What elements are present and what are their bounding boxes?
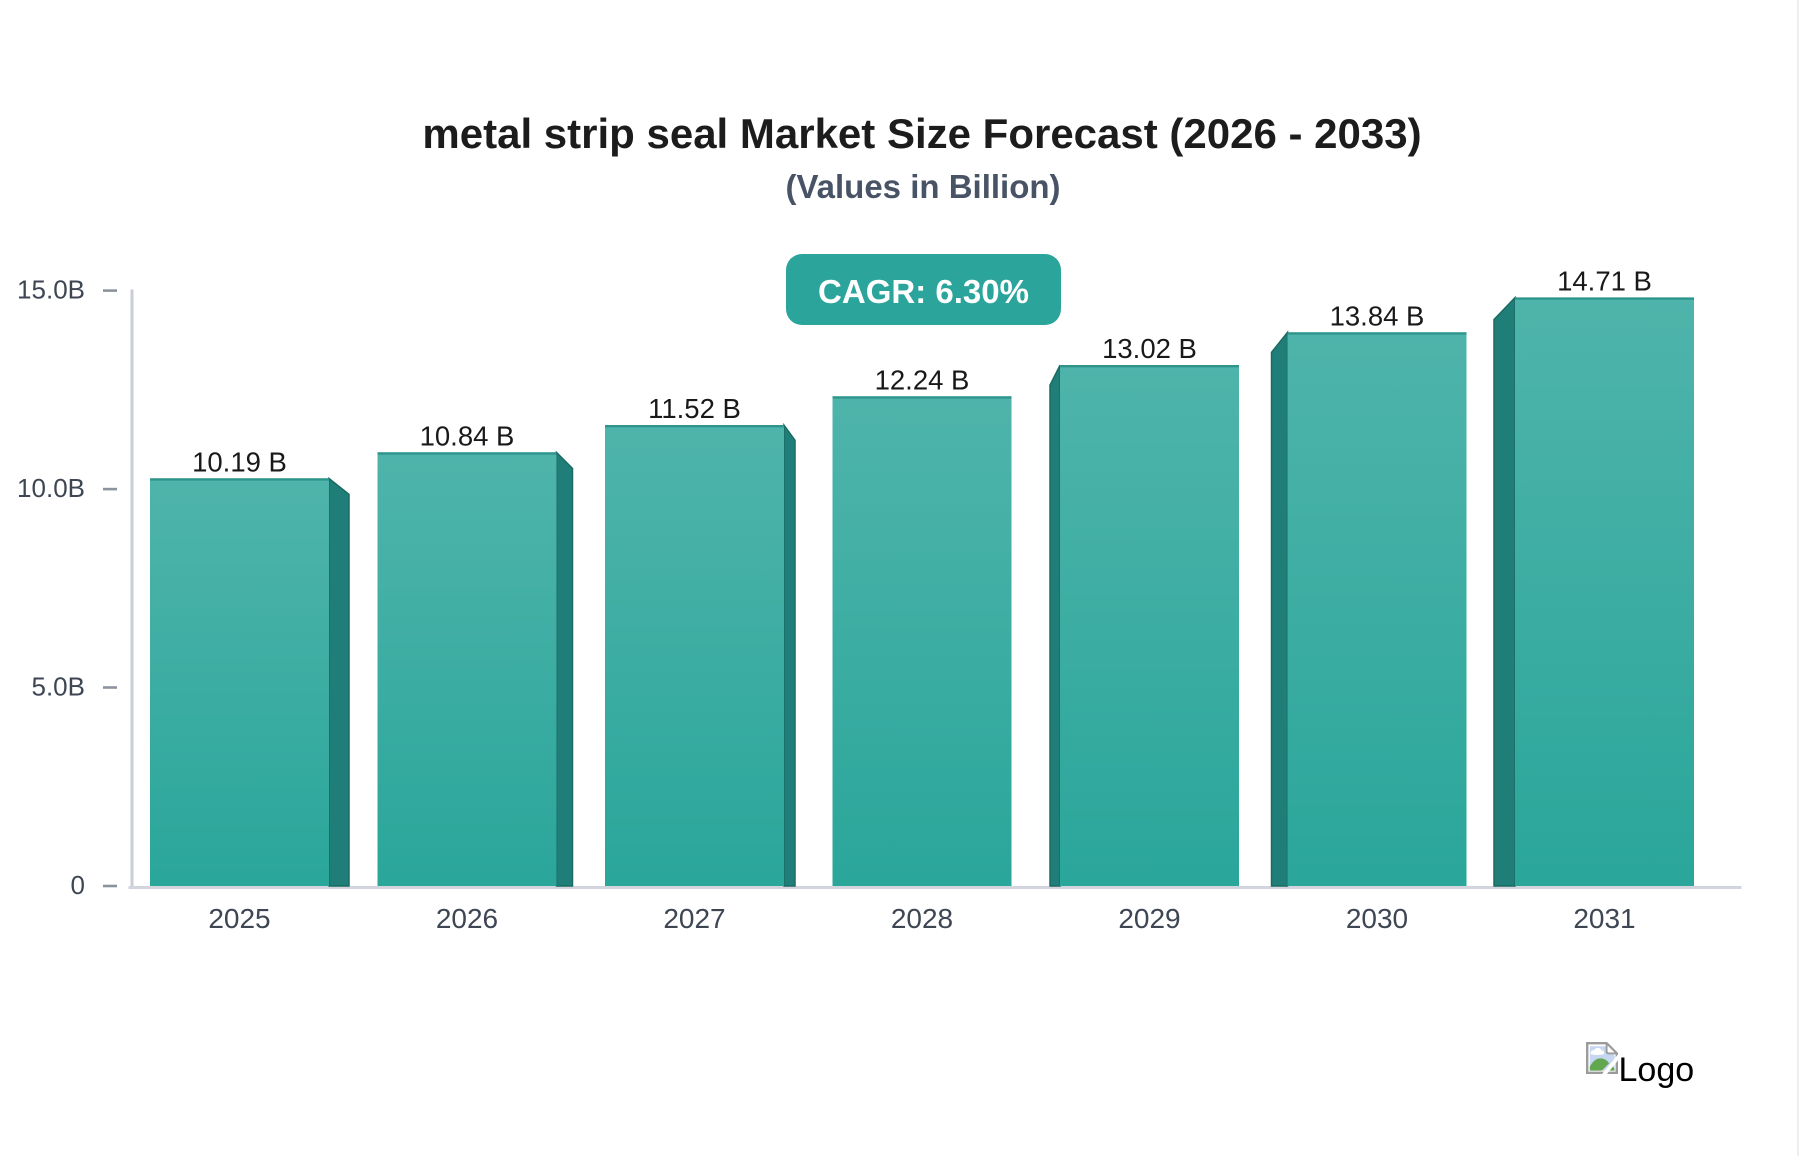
svg-text:2027: 2027 — [663, 903, 725, 934]
svg-text:(Values in Billion): (Values in Billion) — [785, 168, 1060, 205]
svg-text:11.52 B: 11.52 B — [648, 393, 741, 424]
svg-text:10.84 B: 10.84 B — [420, 420, 515, 451]
svg-text:2026: 2026 — [436, 903, 498, 934]
svg-text:10.0B: 10.0B — [17, 473, 85, 503]
svg-text:Logo: Logo — [1619, 1051, 1695, 1089]
svg-text:10.19 B: 10.19 B — [192, 446, 287, 477]
svg-text:CAGR: 6.30%: CAGR: 6.30% — [818, 273, 1029, 310]
svg-text:2031: 2031 — [1573, 903, 1635, 934]
svg-text:13.02 B: 13.02 B — [1102, 333, 1197, 364]
svg-text:5.0B: 5.0B — [32, 671, 86, 701]
svg-text:13.84 B: 13.84 B — [1330, 300, 1425, 331]
svg-text:15.0B: 15.0B — [17, 275, 85, 305]
svg-text:2025: 2025 — [208, 903, 270, 934]
svg-text:metal strip seal Market Size F: metal strip seal Market Size Forecast (2… — [422, 110, 1421, 157]
svg-text:14.71 B: 14.71 B — [1557, 266, 1652, 297]
svg-text:2029: 2029 — [1118, 903, 1180, 934]
svg-text:2030: 2030 — [1346, 903, 1408, 934]
svg-text:2028: 2028 — [891, 903, 953, 934]
svg-text:0: 0 — [71, 870, 85, 900]
svg-text:12.24 B: 12.24 B — [875, 364, 970, 395]
